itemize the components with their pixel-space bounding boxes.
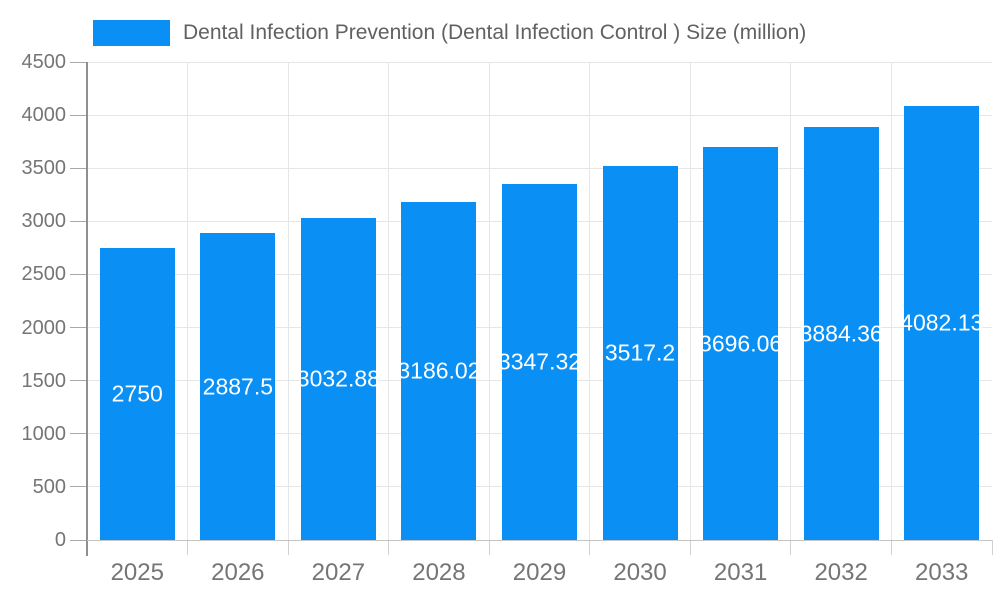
y-axis-tick xyxy=(70,114,87,116)
bar-value-label: 2887.5 xyxy=(202,373,274,400)
h-gridline xyxy=(87,167,992,169)
y-axis-tick xyxy=(70,61,87,63)
x-axis-tick xyxy=(388,540,390,555)
v-gridline xyxy=(890,62,892,540)
v-gridline xyxy=(388,62,390,540)
x-axis-tick xyxy=(790,540,792,555)
y-tick-label: 1000 xyxy=(21,422,67,445)
y-axis-tick xyxy=(70,167,87,169)
v-gridline xyxy=(488,62,490,540)
y-axis-tick xyxy=(70,327,87,329)
x-axis-tick xyxy=(187,540,189,555)
bar-value-label: 4082.13 xyxy=(900,309,984,336)
h-gridline xyxy=(87,114,992,116)
y-axis-tick xyxy=(70,433,87,435)
v-gridline xyxy=(589,62,591,540)
x-tick-label: 2032 xyxy=(814,559,868,586)
x-axis-tick xyxy=(991,540,993,555)
x-axis-line xyxy=(87,540,992,541)
bar-value-label: 3186.02 xyxy=(397,357,481,384)
x-tick-label: 2026 xyxy=(211,559,265,586)
x-tick-label: 2033 xyxy=(915,559,969,586)
x-tick-label: 2030 xyxy=(613,559,667,586)
x-axis-tick xyxy=(488,540,490,555)
v-gridline xyxy=(689,62,691,540)
bar[interactable]: 2750 xyxy=(99,247,175,540)
bar[interactable]: 3186.02 xyxy=(397,201,481,540)
x-tick-label: 2031 xyxy=(713,559,768,586)
y-axis-tick xyxy=(70,380,87,382)
v-gridline xyxy=(187,62,189,540)
y-tick-label: 1500 xyxy=(21,369,67,392)
bar-value-label: 2750 xyxy=(111,380,163,407)
y-tick-label: 3000 xyxy=(21,210,67,233)
v-gridline xyxy=(287,62,289,540)
bar-value-label: 3347.32 xyxy=(497,348,582,375)
y-axis-tick xyxy=(70,273,87,275)
bar[interactable]: 3884.36 xyxy=(800,127,883,540)
y-tick-label: 0 xyxy=(54,529,66,551)
legend-swatch xyxy=(93,20,170,46)
y-axis-tick xyxy=(70,220,87,222)
x-axis-tick xyxy=(287,540,289,555)
y-tick-label: 500 xyxy=(32,475,66,498)
x-axis-tick xyxy=(589,540,591,555)
y-tick-label: 3500 xyxy=(21,157,67,180)
x-axis-tick xyxy=(890,540,892,555)
x-tick-label: 2025 xyxy=(110,559,164,586)
bar[interactable]: 3517.2 xyxy=(602,166,678,540)
x-axis-tick xyxy=(689,540,691,555)
bar-value-label: 3032.88 xyxy=(296,365,380,392)
y-axis-tick xyxy=(70,539,87,541)
bar-value-label: 3517.2 xyxy=(604,339,676,366)
chart-title: Dental Infection Prevention (Dental Infe… xyxy=(183,21,807,44)
bar[interactable]: 3347.32 xyxy=(498,184,581,540)
x-tick-label: 2028 xyxy=(412,559,466,586)
bar[interactable]: 3696.06 xyxy=(699,147,782,540)
chart-legend[interactable]: Dental Infection Prevention (Dental Infe… xyxy=(93,20,806,46)
y-axis-line xyxy=(86,62,88,556)
x-tick-label: 2027 xyxy=(311,559,366,586)
y-tick-label: 2000 xyxy=(21,316,67,339)
bar[interactable]: 2887.5 xyxy=(200,233,276,540)
h-gridline xyxy=(87,61,992,63)
bar[interactable]: 4082.13 xyxy=(900,106,983,540)
bar-value-label: 3696.06 xyxy=(699,330,783,357)
y-axis-tick xyxy=(70,486,87,488)
x-tick-label: 2029 xyxy=(512,559,567,586)
y-tick-label: 2500 xyxy=(21,263,67,286)
bar-value-label: 3884.36 xyxy=(799,320,883,347)
v-gridline xyxy=(790,62,792,540)
bar[interactable]: 3032.88 xyxy=(297,217,380,540)
y-tick-label: 4000 xyxy=(21,104,67,127)
y-tick-label: 4500 xyxy=(21,51,67,73)
